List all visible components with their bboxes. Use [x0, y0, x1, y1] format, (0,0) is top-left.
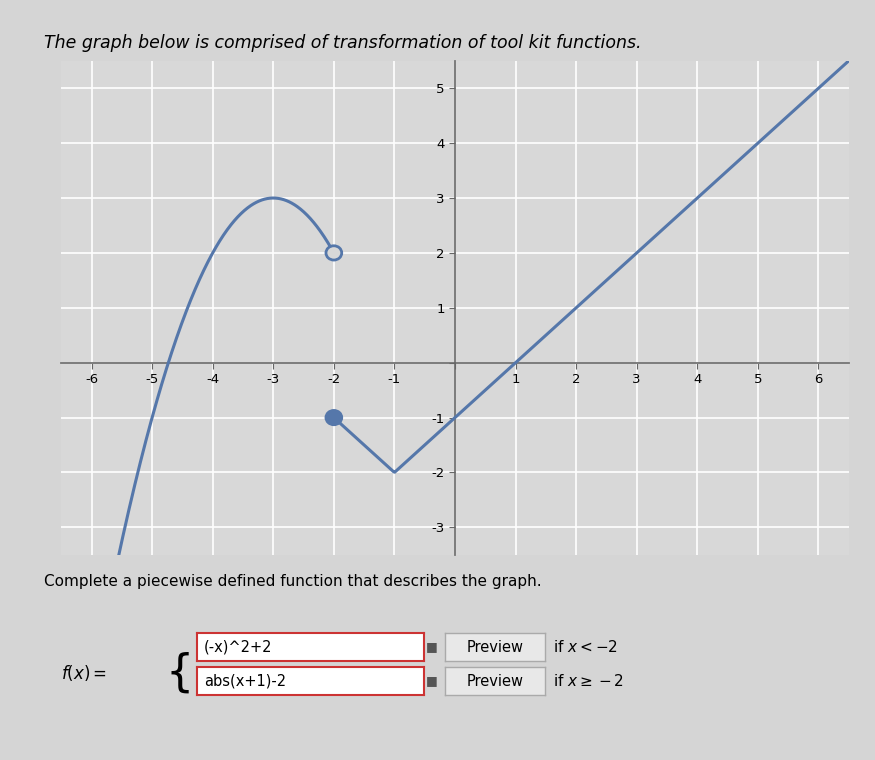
Text: abs(x+1)-2: abs(x+1)-2	[204, 674, 286, 689]
Text: if $x < -2$: if $x < -2$	[553, 638, 618, 655]
Text: {: {	[165, 651, 193, 694]
Text: $f(x) = $: $f(x) = $	[61, 663, 108, 682]
Text: ■: ■	[425, 640, 438, 654]
Text: The graph below is comprised of transformation of tool kit functions.: The graph below is comprised of transfor…	[44, 34, 641, 52]
Text: Preview: Preview	[466, 674, 523, 689]
Circle shape	[326, 410, 342, 425]
Text: (-x)^2+2: (-x)^2+2	[204, 640, 272, 654]
Text: ■: ■	[425, 674, 438, 688]
Text: if $x \geq -2$: if $x \geq -2$	[553, 673, 624, 689]
Text: Preview: Preview	[466, 640, 523, 654]
Circle shape	[326, 245, 342, 260]
Text: Complete a piecewise defined function that describes the graph.: Complete a piecewise defined function th…	[44, 574, 542, 589]
